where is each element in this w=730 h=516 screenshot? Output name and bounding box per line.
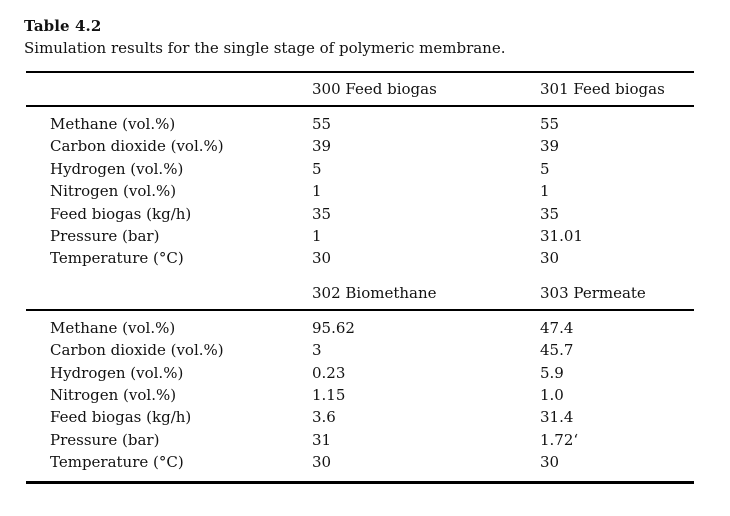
table-row: Nitrogen (vol.%) 1.15 1.0 [26, 384, 694, 406]
table-row: Hydrogen (vol.%) 5 5 [26, 158, 694, 180]
row-value: 47.4 [540, 318, 574, 337]
row-value: 35 [312, 204, 332, 223]
column-header: 300 Feed biogas [312, 80, 437, 98]
column-header: 303 Permeate [540, 283, 646, 302]
table-row: Nitrogen (vol.%) 1 1 [26, 180, 694, 202]
row-value: 31.01 [540, 227, 583, 246]
row-value: 30 [540, 249, 560, 268]
row-value: 45.7 [540, 341, 574, 360]
table-row: Feed biogas (kg/h) 35 35 [26, 203, 694, 225]
section-1-body: Methane (vol.%) 95.62 47.4 Carbon dioxide (… [26, 311, 694, 481]
simulation-results-table: 300 Feed biogas 301 Feed biogas Methane (v… [26, 71, 694, 484]
row-value: 1 [540, 182, 550, 201]
row-value: 5 [540, 159, 550, 178]
table-row: Pressure (bar) 1 31.01 [26, 225, 694, 247]
row-value: 3 [312, 341, 322, 360]
table-row: Carbon dioxide (vol.%) 39 39 [26, 135, 694, 157]
table-caption: Simulation results for the single stage … [24, 39, 506, 57]
row-value: 1.0 [540, 386, 564, 405]
row-label: Hydrogen (vol.%) [50, 363, 184, 382]
row-label: Temperature (°C) [50, 249, 184, 268]
table-row: Methane (vol.%) 95.62 47.4 [26, 317, 694, 339]
row-value: 5.9 [540, 363, 564, 382]
row-value: 95.62 [312, 318, 355, 337]
row-label: Nitrogen (vol.%) [50, 386, 177, 405]
row-label: Feed biogas (kg/h) [50, 408, 192, 427]
row-value: 1.15 [312, 386, 346, 405]
row-value: 1.72‘ [540, 430, 579, 449]
row-value: 55 [312, 115, 332, 133]
row-value: 55 [540, 115, 560, 133]
table-row: Feed biogas (kg/h) 3.6 31.4 [26, 406, 694, 428]
column-header: 302 Biomethane [312, 283, 437, 302]
table-rule-top [26, 71, 694, 73]
row-value: 30 [312, 453, 332, 472]
table-rule-mid [26, 105, 694, 107]
row-value: 31 [312, 430, 332, 449]
row-value: 31.4 [540, 408, 574, 427]
section-0-header-row: 300 Feed biogas 301 Feed biogas [26, 73, 694, 105]
row-value: 39 [312, 137, 332, 156]
row-label: Pressure (bar) [50, 430, 160, 449]
row-label: Pressure (bar) [50, 227, 160, 246]
row-label: Carbon dioxide (vol.%) [50, 137, 224, 156]
row-value: 1 [312, 182, 322, 201]
table-label: Table 4.2 [24, 17, 102, 35]
section-1-header-row: 302 Biomethane 303 Permeate [26, 277, 694, 309]
row-label: Feed biogas (kg/h) [50, 204, 192, 223]
row-label: Methane (vol.%) [50, 115, 176, 133]
table-caption-block: Table 4.2 Simulation results for the sin… [0, 0, 730, 59]
row-value: 30 [312, 249, 332, 268]
table-row: Carbon dioxide (vol.%) 3 45.7 [26, 339, 694, 361]
table-row: Pressure (bar) 31 1.72‘ [26, 429, 694, 451]
row-value: 0.23 [312, 363, 346, 382]
table-row: Temperature (°C) 30 30 [26, 247, 694, 269]
row-label: Temperature (°C) [50, 453, 184, 472]
column-header: 301 Feed biogas [540, 80, 665, 98]
row-label: Hydrogen (vol.%) [50, 159, 184, 178]
section-0-body: Methane (vol.%) 55 55 Carbon dioxide (vol.%… [26, 107, 694, 277]
row-value: 35 [540, 204, 560, 223]
row-value: 3.6 [312, 408, 336, 427]
table-row: Hydrogen (vol.%) 0.23 5.9 [26, 362, 694, 384]
row-value: 5 [312, 159, 322, 178]
row-value: 1 [312, 227, 322, 246]
table-row: Methane (vol.%) 55 55 [26, 113, 694, 135]
row-label: Carbon dioxide (vol.%) [50, 341, 224, 360]
table-rule-mid [26, 308, 694, 311]
row-label: Methane (vol.%) [50, 318, 176, 337]
table-rule-bottom [26, 480, 694, 484]
table-row: Temperature (°C) 30 30 [26, 451, 694, 473]
row-value: 30 [540, 453, 560, 472]
row-label: Nitrogen (vol.%) [50, 182, 177, 201]
row-value: 39 [540, 137, 560, 156]
